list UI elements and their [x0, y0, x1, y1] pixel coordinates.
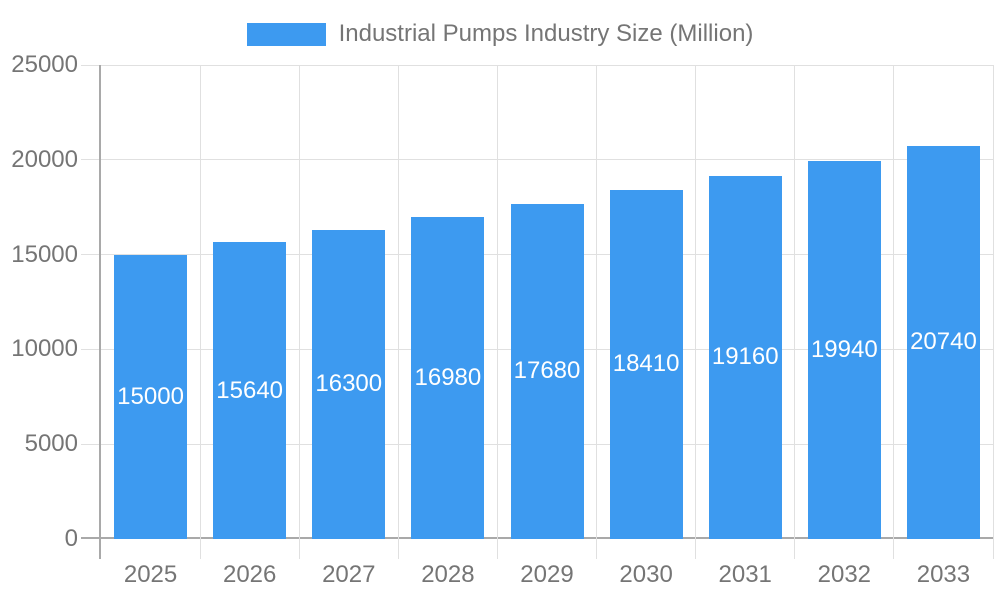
bar-value-label: 16300 — [315, 370, 383, 398]
bar-value-label: 15640 — [216, 376, 284, 404]
x-axis-tick-label: 2031 — [718, 561, 772, 588]
gridline-vertical — [893, 65, 895, 559]
y-axis-tick-label: 10000 — [11, 335, 78, 363]
bar: 18410 — [609, 189, 683, 539]
x-axis-tick-label: 2027 — [322, 561, 376, 588]
bar-value-label: 15000 — [117, 382, 184, 410]
gridline-horizontal — [81, 159, 993, 161]
bar-value-label: 18410 — [612, 350, 680, 378]
y-axis-tick-label: 15000 — [11, 240, 78, 268]
legend-label: Industrial Pumps Industry Size (Million) — [338, 20, 754, 47]
bar: 16980 — [411, 217, 485, 539]
gridline-vertical — [794, 65, 796, 559]
bar-value-label: 19160 — [711, 343, 779, 371]
x-axis-tick-label: 2028 — [421, 561, 475, 588]
bar-value-label: 16980 — [414, 364, 482, 392]
chart-legend: Industrial Pumps Industry Size (Million) — [0, 20, 1000, 48]
y-axis-line — [99, 65, 101, 559]
bar: 20740 — [906, 145, 980, 539]
x-axis-tick-label: 2025 — [123, 561, 178, 588]
gridline-horizontal — [81, 64, 993, 66]
y-axis-tick-label: 0 — [64, 525, 78, 552]
gridline-vertical — [199, 65, 201, 559]
bar-value-label: 17680 — [513, 357, 581, 385]
gridline-vertical — [596, 65, 598, 559]
x-axis-tick-label: 2032 — [817, 561, 872, 588]
bar: 17680 — [510, 203, 584, 539]
legend-swatch — [246, 22, 326, 46]
x-axis-tick-label: 2030 — [619, 561, 673, 588]
bar: 15640 — [213, 242, 287, 539]
bar-value-label: 20740 — [910, 328, 977, 356]
y-axis-tick-label: 25000 — [11, 51, 78, 78]
bar: 16300 — [312, 229, 386, 539]
y-axis-tick-label: 5000 — [24, 430, 78, 458]
x-axis-tick-label: 2029 — [520, 561, 574, 588]
plot-area: 0 5000 10000 15000 20000 25000 15000 2025 15640 2… — [11, 51, 994, 588]
bar: 15000 — [114, 254, 188, 539]
gridline-vertical — [298, 65, 300, 559]
bar: 19940 — [807, 160, 881, 539]
y-axis-tick-label: 20000 — [11, 145, 78, 173]
gridline-vertical — [695, 65, 697, 559]
gridline-vertical — [992, 65, 994, 559]
x-axis-tick-label: 2033 — [916, 561, 971, 588]
x-axis-tick-label: 2026 — [222, 561, 277, 588]
gridline-vertical — [496, 65, 498, 559]
gridline-vertical — [397, 65, 399, 559]
bar: 19160 — [708, 175, 782, 539]
bar-value-label: 19940 — [810, 335, 878, 363]
